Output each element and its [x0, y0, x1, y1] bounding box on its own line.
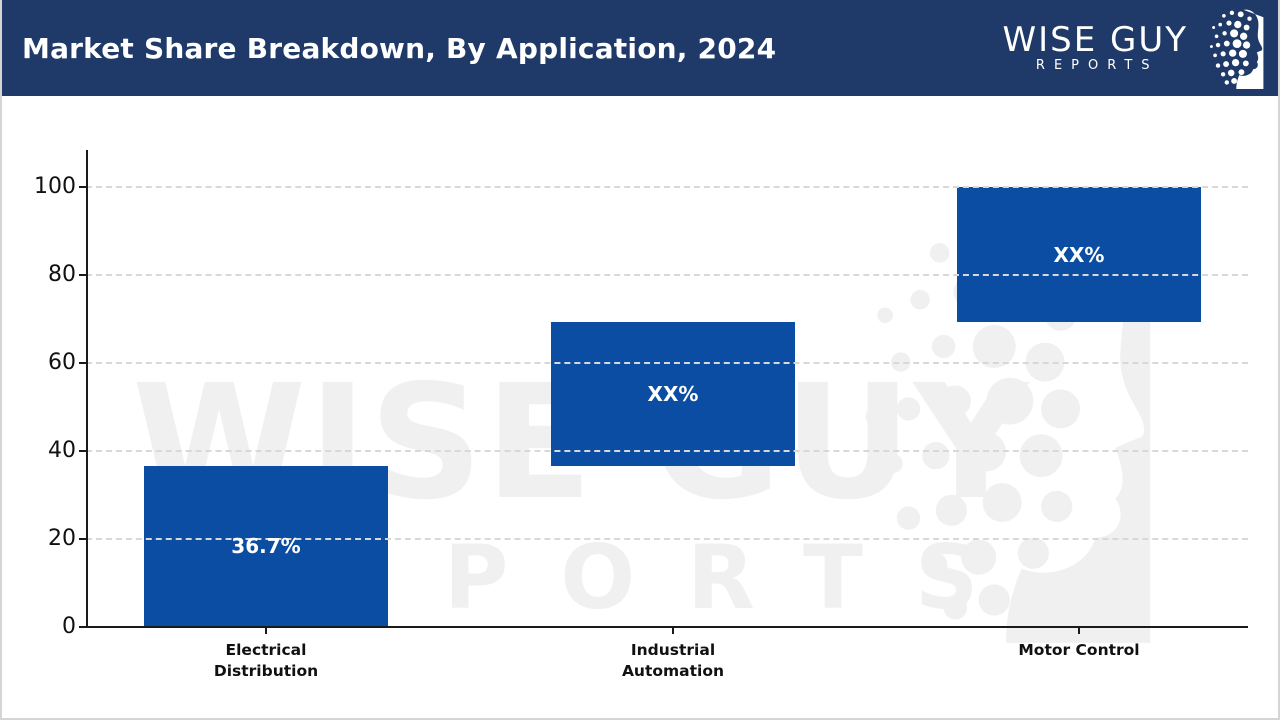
y-tick-mark — [79, 274, 86, 276]
bar-segment — [551, 322, 795, 466]
bar-value-label: XX% — [1053, 242, 1105, 267]
y-axis-line — [86, 150, 88, 628]
wiseguy-logo: WISE GUY REPORTS — [1002, 0, 1266, 96]
category-label-line: Distribution — [213, 662, 319, 680]
category-label-line: Industrial — [630, 641, 716, 659]
header: Market Share Breakdown, By Application, … — [2, 0, 1278, 96]
y-axis-tick-label: 60 — [48, 350, 76, 375]
y-tick-mark — [79, 186, 86, 188]
category-label-line: Motor Control — [1018, 641, 1140, 659]
gridline-60 — [86, 362, 1248, 364]
bar-segment — [957, 187, 1201, 323]
y-tick-mark — [79, 626, 86, 628]
chart-title: Market Share Breakdown, By Application, … — [22, 31, 777, 65]
bar-value-label: XX% — [647, 381, 699, 406]
bar-value-label: 36.7% — [231, 534, 301, 559]
gridline-80 — [86, 274, 1248, 276]
y-axis-tick-label: 40 — [48, 438, 76, 463]
category-label-line: Electrical — [225, 641, 307, 659]
x-axis-line — [86, 626, 1248, 628]
logo-text: WISE GUY REPORTS — [1002, 22, 1188, 74]
y-tick-mark — [79, 362, 86, 364]
dotted-head-logo-icon — [1192, 7, 1266, 89]
bar-segment — [144, 465, 388, 627]
x-tick-mark — [1078, 627, 1080, 634]
y-axis-tick-label: 80 — [48, 262, 76, 287]
gridline-40 — [86, 450, 1248, 452]
gridline-20 — [86, 538, 1248, 540]
y-axis-tick-label: 0 — [62, 614, 76, 639]
y-tick-mark — [79, 538, 86, 540]
y-axis-tick-label: 20 — [48, 526, 76, 551]
x-tick-mark — [672, 627, 674, 634]
y-axis-tick-label: 100 — [34, 174, 76, 199]
y-tick-mark — [79, 450, 86, 452]
logo-wordmark: WISE GUY — [1002, 20, 1188, 60]
category-label-line: Automation — [621, 662, 725, 680]
x-axis-category-label: Industrial Automation — [523, 640, 823, 682]
chart-area: WISE GUY REPORTS 0 20 40 60 80 100 36.7% Electr… — [2, 96, 1278, 718]
x-axis-category-label: Electrical Distribution — [116, 640, 416, 682]
x-axis-category-label: Motor Control — [929, 640, 1229, 661]
x-tick-mark — [265, 627, 267, 634]
gridline-100 — [86, 186, 1248, 188]
logo-subtitle: REPORTS — [1035, 58, 1159, 73]
